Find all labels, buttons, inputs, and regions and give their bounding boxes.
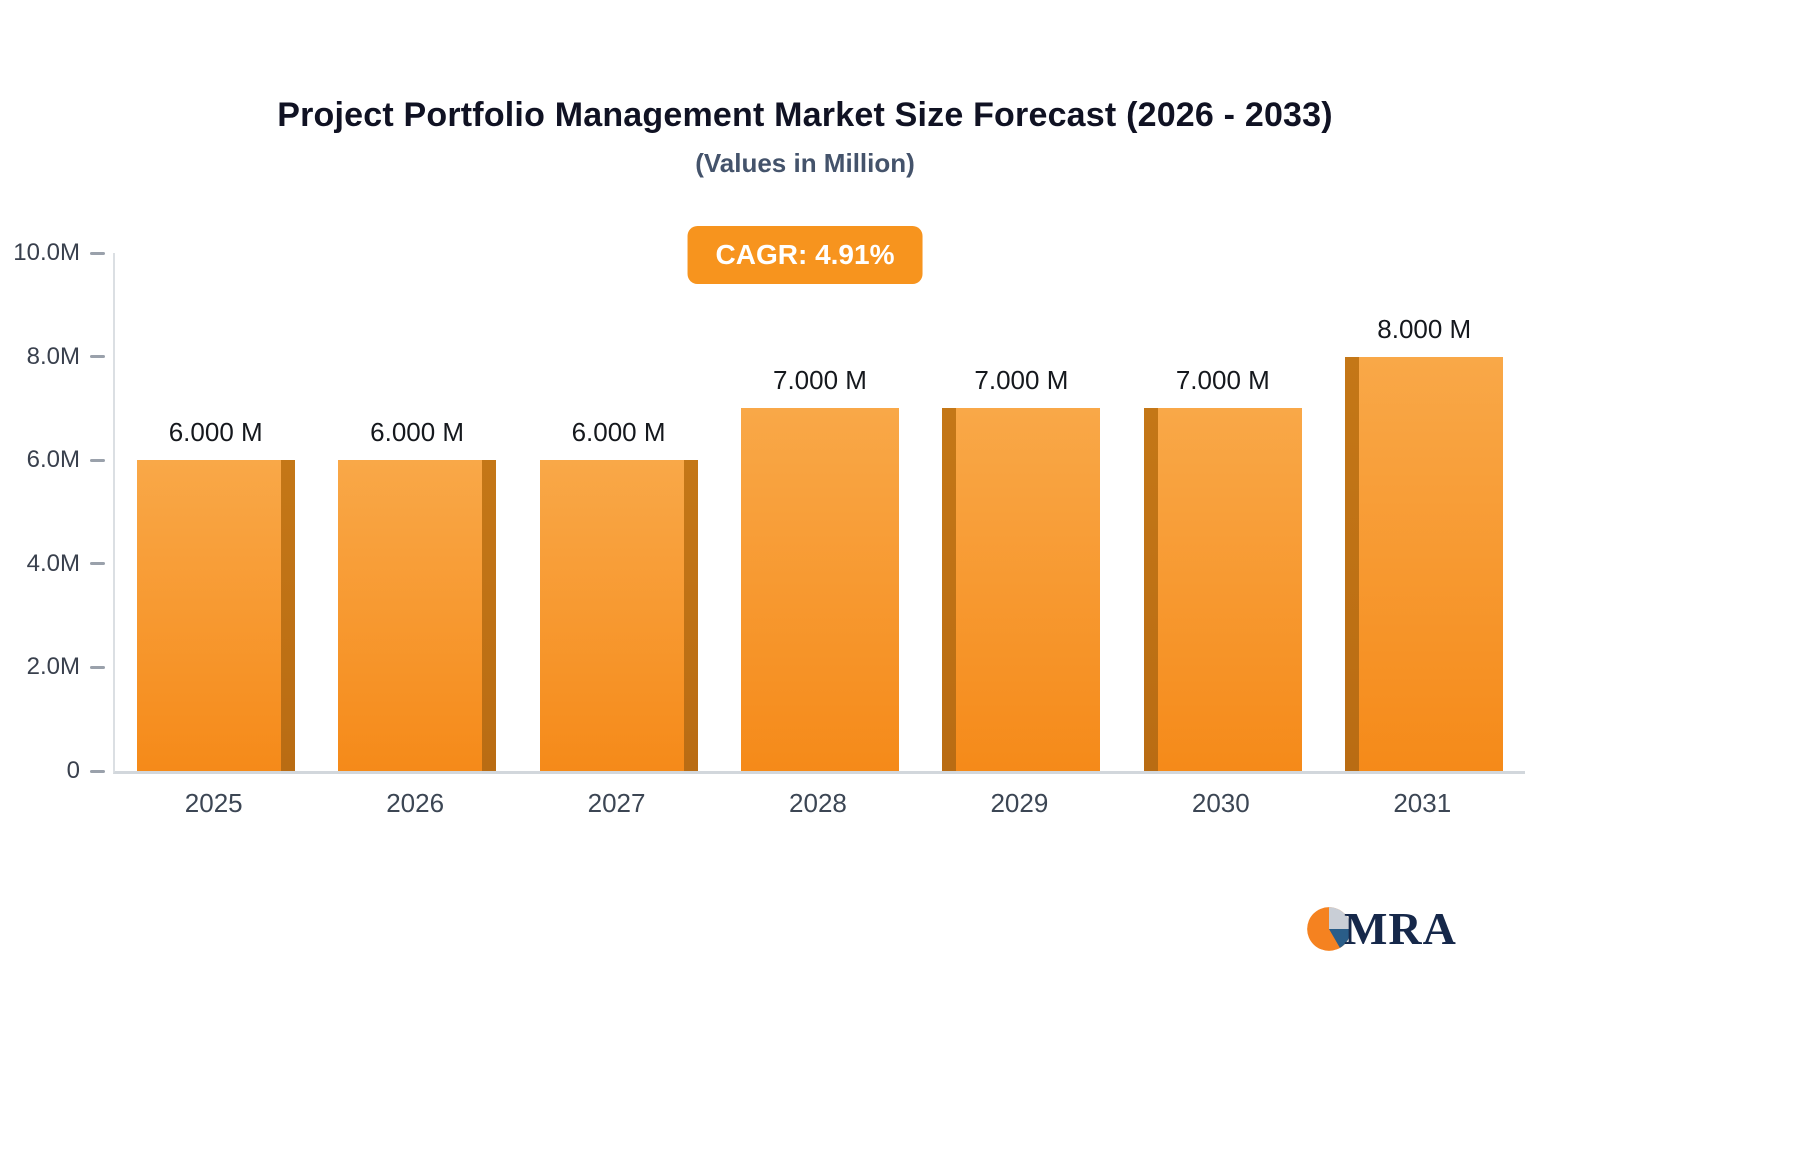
- y-tick-mark: [90, 562, 105, 566]
- y-tick-label: 10.0M: [13, 239, 80, 266]
- bar-value-label: 6.000 M: [168, 417, 263, 448]
- y-tick: 8.0M: [0, 343, 113, 371]
- x-axis-label: 2031: [1393, 788, 1452, 818]
- x-axis-label: 2026: [386, 788, 445, 818]
- x-axis: 2025 2026 2027 2028 2029 2030 2031: [113, 774, 1523, 819]
- bar-value-label: 8.000 M: [1377, 313, 1472, 344]
- bar-value-label: 7.000 M: [1175, 365, 1270, 396]
- bar-slot: 7.000 M: [1122, 253, 1323, 771]
- bar: 7.000 M: [1143, 365, 1302, 771]
- bar-value-label: 7.000 M: [974, 365, 1069, 396]
- y-tick: 0: [0, 757, 113, 785]
- y-axis: 0 2.0M 4.0M 6.0M 8.0M 10.0M: [0, 239, 113, 784]
- y-tick-mark: [90, 769, 105, 773]
- bar-slot: 6.000 M: [115, 253, 316, 771]
- bar-value-label: 6.000 M: [370, 417, 465, 448]
- bar-value-label: 6.000 M: [571, 417, 666, 448]
- y-tick-label: 4.0M: [26, 549, 80, 577]
- bar-shade: [1345, 356, 1360, 771]
- pie-chart-icon: [1307, 906, 1351, 951]
- y-tick: 10.0M: [0, 239, 113, 267]
- bar: 6.000 M: [136, 417, 295, 771]
- x-axis-label: 2029: [990, 788, 1049, 818]
- x-axis-label: 2030: [1191, 788, 1250, 818]
- brand-text: MRA: [1344, 903, 1457, 954]
- y-tick: 4.0M: [0, 550, 113, 578]
- bar-slot: 7.000 M: [921, 253, 1122, 771]
- y-tick-mark: [90, 458, 105, 462]
- bar-slot: 6.000 M: [518, 253, 719, 771]
- bar: 6.000 M: [539, 417, 698, 771]
- y-tick-mark: [90, 355, 105, 359]
- bar: 7.000 M: [942, 365, 1101, 771]
- chart-title: Project Portfolio Management Market Size…: [277, 96, 1333, 134]
- x-axis-label: 2025: [184, 788, 243, 818]
- x-axis-label: 2028: [789, 788, 847, 818]
- cagr-badge: CAGR: 4.91%: [687, 226, 923, 284]
- bar-slot: 6.000 M: [316, 253, 517, 771]
- bar-slot: 8.000 M: [1324, 253, 1525, 771]
- y-tick-mark: [90, 665, 105, 669]
- bar-shade: [1143, 408, 1158, 771]
- y-tick-mark: [90, 251, 105, 255]
- y-tick: 2.0M: [0, 653, 113, 681]
- brand-logo: MRA: [1306, 902, 1457, 955]
- y-tick: 6.0M: [0, 446, 113, 474]
- plot-area: 6.000 M 6.000 M 6.000 M 7.000 M 7.000 M 7.000…: [113, 253, 1525, 774]
- bar-shade: [280, 460, 295, 771]
- chart-subtitle: (Values in Million): [695, 148, 915, 178]
- bar: 6.000 M: [338, 417, 497, 771]
- y-tick-label: 6.0M: [26, 446, 80, 474]
- bar-value-label: 7.000 M: [772, 365, 867, 396]
- bar: 8.000 M: [1345, 314, 1504, 771]
- bar-shade: [683, 460, 698, 771]
- bar-shade: [942, 408, 957, 771]
- bar-shade: [482, 460, 497, 771]
- y-tick-label: 0: [66, 757, 80, 784]
- x-axis-label: 2027: [587, 788, 646, 818]
- bar: 7.000 M: [740, 365, 899, 771]
- y-tick-label: 2.0M: [26, 653, 80, 681]
- bar-slot: 7.000 M: [719, 253, 920, 771]
- y-tick-label: 8.0M: [26, 342, 80, 370]
